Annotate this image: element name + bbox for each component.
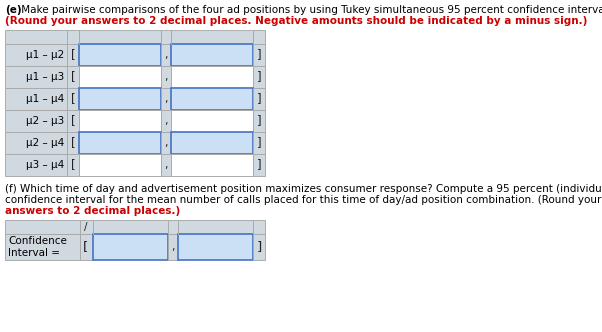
Text: ,: , xyxy=(164,160,168,170)
Bar xyxy=(253,154,265,176)
Bar xyxy=(253,44,265,66)
Bar xyxy=(5,154,67,176)
Text: [: [ xyxy=(70,115,75,127)
Bar xyxy=(67,132,79,154)
Bar xyxy=(178,234,253,260)
Text: μ3 – μ4: μ3 – μ4 xyxy=(26,160,64,170)
Bar xyxy=(171,132,253,154)
Bar xyxy=(67,110,79,132)
Text: ]: ] xyxy=(256,240,262,254)
Bar xyxy=(79,44,161,66)
Bar xyxy=(161,30,171,44)
Bar xyxy=(161,154,171,176)
Text: [: [ xyxy=(70,70,75,84)
Bar xyxy=(171,66,253,88)
Bar xyxy=(5,234,80,260)
Bar xyxy=(79,88,161,110)
Bar xyxy=(171,44,253,66)
Text: answers to 2 decimal places.): answers to 2 decimal places.) xyxy=(5,206,180,216)
Bar xyxy=(67,44,79,66)
Text: μ2 – μ4: μ2 – μ4 xyxy=(26,138,64,148)
Text: μ2 – μ3: μ2 – μ3 xyxy=(26,116,64,126)
Text: [: [ xyxy=(70,136,75,149)
Bar xyxy=(79,30,161,44)
Bar xyxy=(5,44,67,66)
Text: (e): (e) xyxy=(5,5,22,15)
Bar xyxy=(67,88,79,110)
Bar xyxy=(171,88,253,110)
Bar xyxy=(171,154,253,176)
Bar xyxy=(5,132,67,154)
Bar xyxy=(5,110,67,132)
Text: ,: , xyxy=(164,72,168,82)
Text: μ1 – μ4: μ1 – μ4 xyxy=(26,94,64,104)
Bar xyxy=(79,154,161,176)
Text: ]: ] xyxy=(256,136,261,149)
Bar xyxy=(79,110,161,132)
Text: Confidence
Interval =: Confidence Interval = xyxy=(8,236,67,258)
Bar xyxy=(93,234,168,260)
Text: ,: , xyxy=(172,242,175,252)
Text: ,: , xyxy=(164,138,168,148)
Text: ]: ] xyxy=(256,93,261,106)
Bar xyxy=(79,66,161,88)
Text: [: [ xyxy=(70,93,75,106)
Text: (f) Which time of day and advertisement position maximizes consumer response? Co: (f) Which time of day and advertisement … xyxy=(5,184,602,194)
Text: ,: , xyxy=(164,94,168,104)
Bar xyxy=(80,234,93,260)
Bar xyxy=(67,154,79,176)
Text: ]: ] xyxy=(256,48,261,61)
Bar xyxy=(161,110,171,132)
Bar xyxy=(161,88,171,110)
Text: ,: , xyxy=(164,50,168,60)
Bar xyxy=(161,132,171,154)
Text: μ1 – μ2: μ1 – μ2 xyxy=(26,50,64,60)
Text: Make pairwise comparisons of the four ad positions by using Tukey simultaneous 9: Make pairwise comparisons of the four ad… xyxy=(18,5,602,15)
Bar xyxy=(161,44,171,66)
Bar xyxy=(253,110,265,132)
Bar xyxy=(171,30,253,44)
Bar xyxy=(253,88,265,110)
Text: [: [ xyxy=(70,158,75,172)
Text: (Round your answers to 2 decimal places. Negative amounts should be indicated by: (Round your answers to 2 decimal places.… xyxy=(5,16,588,26)
Bar xyxy=(253,234,265,260)
Text: ,: , xyxy=(164,116,168,126)
Text: μ1 – μ3: μ1 – μ3 xyxy=(26,72,64,82)
Bar xyxy=(168,234,178,260)
Bar xyxy=(5,30,265,44)
Bar xyxy=(161,66,171,88)
Text: confidence interval for the mean number of calls placed for this time of day/ad : confidence interval for the mean number … xyxy=(5,195,601,205)
Bar xyxy=(5,88,67,110)
Text: ]: ] xyxy=(256,158,261,172)
Bar xyxy=(79,132,161,154)
Bar xyxy=(67,66,79,88)
Text: [: [ xyxy=(70,48,75,61)
Text: ]: ] xyxy=(256,115,261,127)
Text: /: / xyxy=(84,222,88,232)
Bar xyxy=(5,66,67,88)
Bar xyxy=(253,66,265,88)
Text: ]: ] xyxy=(256,70,261,84)
Text: [: [ xyxy=(83,240,88,254)
Bar xyxy=(253,132,265,154)
Bar xyxy=(5,220,265,234)
Bar xyxy=(171,110,253,132)
